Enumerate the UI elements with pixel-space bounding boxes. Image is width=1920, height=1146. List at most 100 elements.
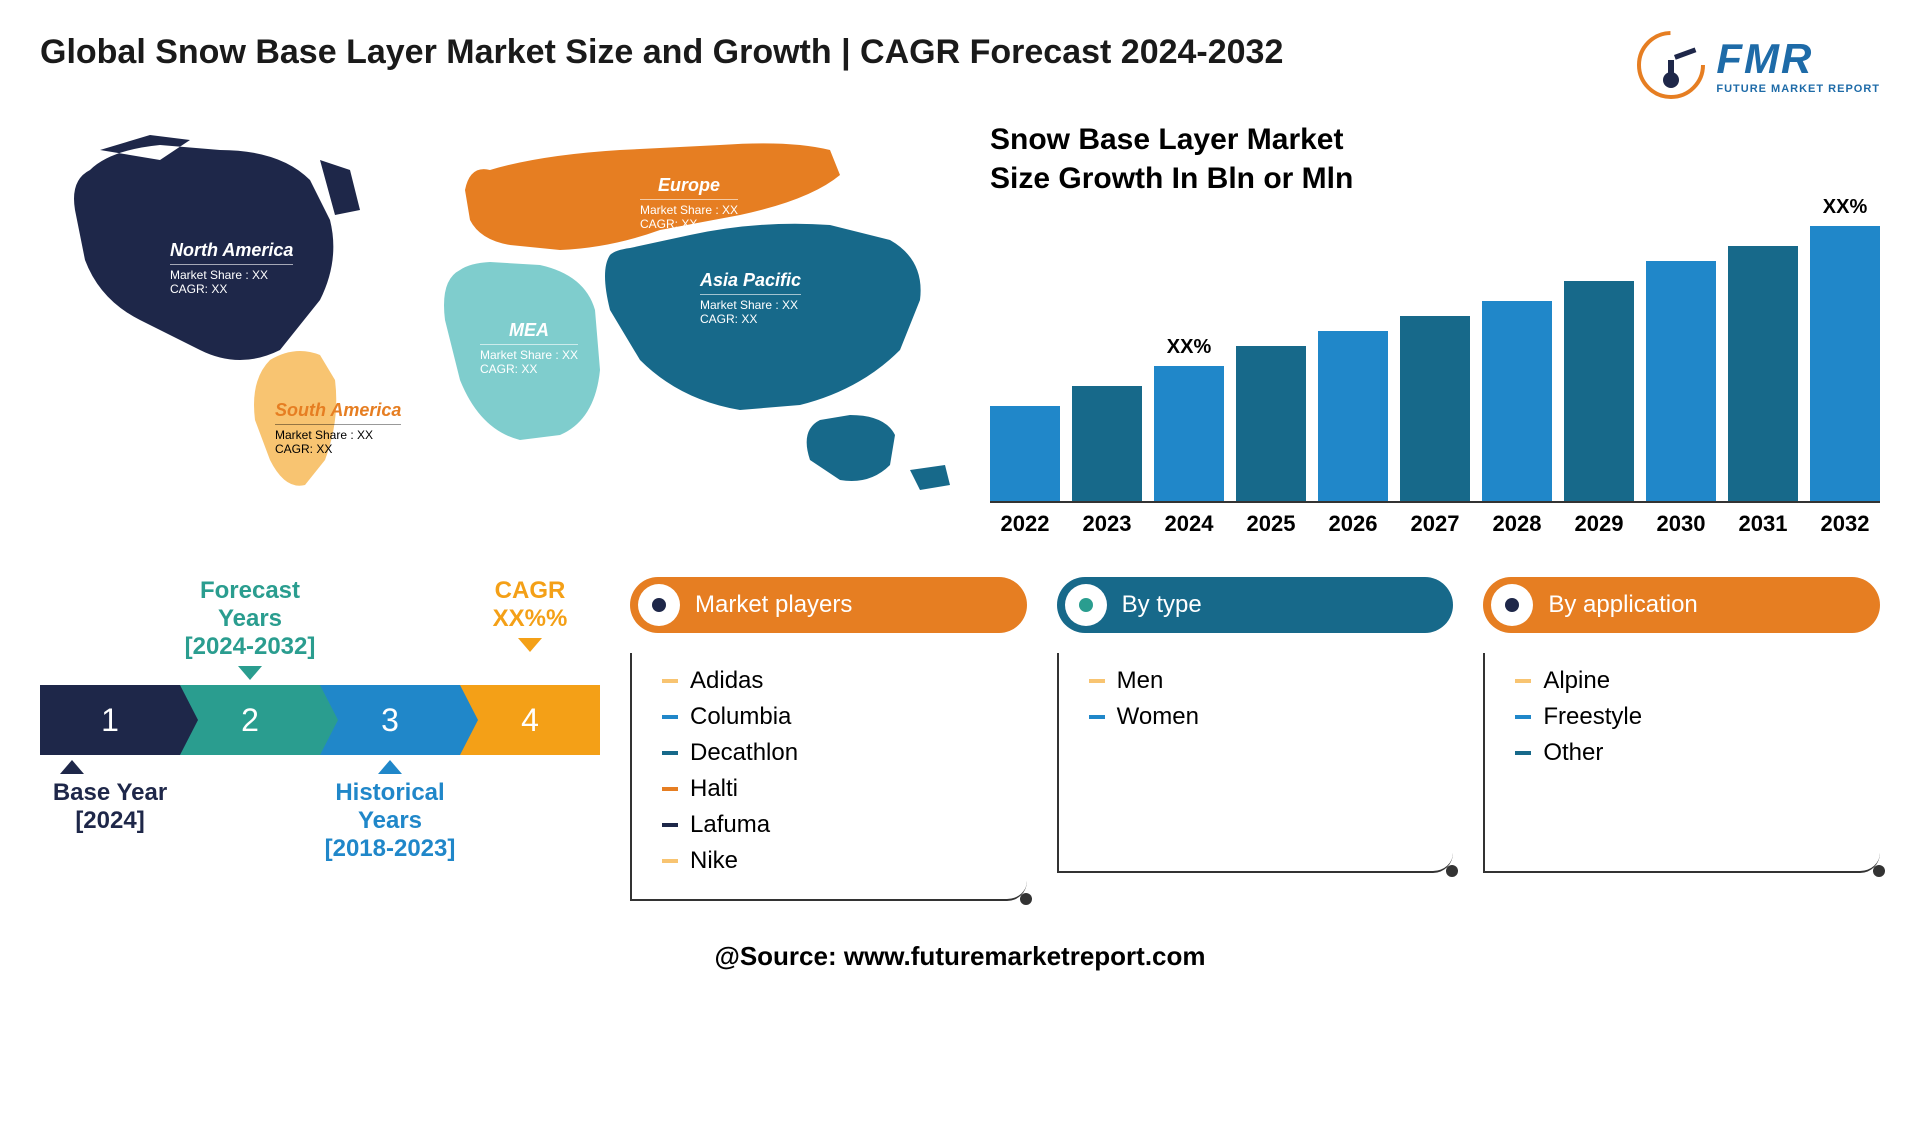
- tick-icon: [1089, 679, 1105, 683]
- list-item: Women: [1089, 699, 1434, 735]
- region-north-america: North America Market Share : XXCAGR: XX: [170, 240, 293, 296]
- bar-year-label: 2025: [1236, 511, 1306, 537]
- bar: [1810, 226, 1880, 501]
- chevron-down-icon: [238, 666, 262, 680]
- chevron-down-icon: [518, 638, 542, 652]
- item-label: Decathlon: [690, 739, 798, 767]
- bar-year-label: 2032: [1810, 511, 1880, 537]
- bar-year-label: 2023: [1072, 511, 1142, 537]
- timeline-bar: 1234: [40, 685, 600, 755]
- tick-icon: [1515, 679, 1531, 683]
- item-label: Columbia: [690, 703, 791, 731]
- tick-icon: [662, 787, 678, 791]
- chart-title: Snow Base Layer Market Size Growth In Bl…: [990, 120, 1410, 198]
- item-label: Other: [1543, 739, 1603, 767]
- info-card-market-players: Market players Adidas Columbia Decathlon Ha…: [630, 577, 1027, 901]
- item-label: Adidas: [690, 667, 763, 695]
- forecast-years-label: Forecast Years[2024-2032]: [180, 577, 320, 661]
- bar-2026: [1318, 331, 1388, 501]
- list-item: Alpine: [1515, 663, 1860, 699]
- bar: [1646, 261, 1716, 501]
- list-item: Decathlon: [662, 735, 1007, 771]
- item-label: Women: [1117, 703, 1199, 731]
- tick-icon: [1089, 715, 1105, 719]
- card-body: Men Women: [1057, 653, 1454, 873]
- bar-2030: [1646, 261, 1716, 501]
- bar: [1318, 331, 1388, 501]
- bar-2023: [1072, 386, 1142, 501]
- bar: [1400, 316, 1470, 501]
- source-attribution: @Source: www.futuremarketreport.com: [40, 941, 1880, 972]
- chevron-up-icon: [378, 760, 402, 774]
- card-body: Adidas Columbia Decathlon Halti Lafuma Nike: [630, 653, 1027, 901]
- card-title: By application: [1548, 591, 1697, 619]
- item-label: Freestyle: [1543, 703, 1642, 731]
- list-item: Columbia: [662, 699, 1007, 735]
- chevron-up-icon: [60, 760, 84, 774]
- base-year-label: Base Year[2024]: [40, 779, 180, 835]
- tick-icon: [662, 823, 678, 827]
- bar-annotation: XX%: [1823, 196, 1867, 219]
- info-card-by-application: By application Alpine Freestyle Other: [1483, 577, 1880, 901]
- bar: [1564, 281, 1634, 501]
- card-body: Alpine Freestyle Other: [1483, 653, 1880, 873]
- list-item: Other: [1515, 735, 1860, 771]
- card-header: By type: [1057, 577, 1454, 633]
- bar: [1482, 301, 1552, 501]
- bar-2031: [1728, 246, 1798, 501]
- item-label: Men: [1117, 667, 1164, 695]
- card-dot-icon: [638, 584, 680, 626]
- bar-annotation: XX%: [1167, 336, 1211, 359]
- bar-year-label: 2022: [990, 511, 1060, 537]
- bar-2028: [1482, 301, 1552, 501]
- list-item: Halti: [662, 771, 1007, 807]
- bar-year-label: 2024: [1154, 511, 1224, 537]
- timeline-segment-2: 2: [180, 685, 320, 755]
- card-header: By application: [1483, 577, 1880, 633]
- bar-year-label: 2031: [1728, 511, 1798, 537]
- fmr-logo: FMR FUTURE MARKET REPORT: [1636, 30, 1880, 100]
- timeline-section: Forecast Years[2024-2032] CAGRXX%% 1234 …: [40, 577, 600, 863]
- timeline-segment-1: 1: [40, 685, 180, 755]
- growth-bar-chart: Snow Base Layer Market Size Growth In Bl…: [990, 120, 1880, 537]
- item-label: Lafuma: [690, 811, 770, 839]
- tick-icon: [662, 679, 678, 683]
- tick-icon: [662, 715, 678, 719]
- bar-2029: [1564, 281, 1634, 501]
- list-item: Adidas: [662, 663, 1007, 699]
- region-south-america: South America Market Share : XXCAGR: XX: [275, 400, 401, 456]
- bar: [1728, 246, 1798, 501]
- region-europe: Europe Market Share : XXCAGR: XX: [640, 175, 738, 231]
- bar-year-label: 2028: [1482, 511, 1552, 537]
- card-title: Market players: [695, 591, 852, 619]
- list-item: Lafuma: [662, 807, 1007, 843]
- region-mea: MEA Market Share : XXCAGR: XX: [480, 320, 578, 376]
- timeline-segment-3: 3: [320, 685, 460, 755]
- card-dot-icon: [1491, 584, 1533, 626]
- logo-text-main: FMR: [1716, 35, 1880, 83]
- bar-2032: XX%: [1810, 226, 1880, 501]
- item-label: Alpine: [1543, 667, 1610, 695]
- card-dot-icon: [1065, 584, 1107, 626]
- list-item: Freestyle: [1515, 699, 1860, 735]
- tick-icon: [662, 859, 678, 863]
- bar-2025: [1236, 346, 1306, 501]
- bar-year-label: 2027: [1400, 511, 1470, 537]
- list-item: Men: [1089, 663, 1434, 699]
- item-label: Halti: [690, 775, 738, 803]
- bar-2027: [1400, 316, 1470, 501]
- page-title: Global Snow Base Layer Market Size and G…: [40, 30, 1283, 74]
- world-map: North America Market Share : XXCAGR: XX …: [40, 120, 960, 500]
- bar: [1236, 346, 1306, 501]
- list-item: Nike: [662, 843, 1007, 879]
- historical-years-label: Historical Years[2018-2023]: [320, 779, 460, 863]
- bar: [1072, 386, 1142, 501]
- tick-icon: [662, 751, 678, 755]
- card-header: Market players: [630, 577, 1027, 633]
- region-asia-pacific: Asia Pacific Market Share : XXCAGR: XX: [700, 270, 801, 326]
- tick-icon: [1515, 751, 1531, 755]
- card-title: By type: [1122, 591, 1202, 619]
- logo-text-sub: FUTURE MARKET REPORT: [1716, 83, 1880, 95]
- tick-icon: [1515, 715, 1531, 719]
- bar-year-label: 2029: [1564, 511, 1634, 537]
